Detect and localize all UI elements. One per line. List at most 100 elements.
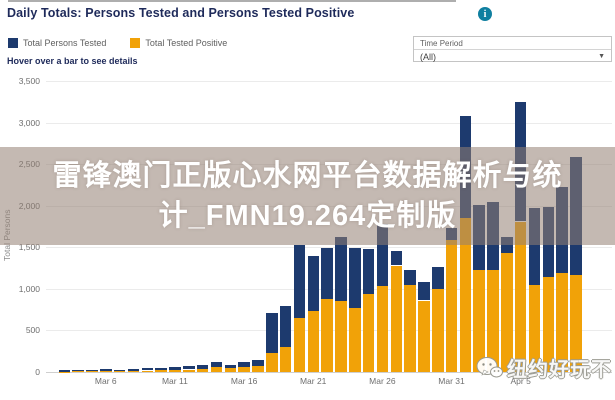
y-axis-tick-500: 500 — [25, 325, 40, 336]
bar-positive-mar-9[interactable] — [141, 370, 153, 372]
bar-tested-mar-27[interactable] — [390, 251, 402, 266]
overlay-banner-line1: 雷锋澳门正版心水网平台数据解析与统 — [52, 160, 563, 192]
bar-positive-mar-29[interactable] — [418, 300, 430, 372]
bar-tested-mar-8[interactable] — [127, 369, 140, 371]
time-period-filter-label: Time Period — [420, 39, 463, 48]
bar-tested-mar-28[interactable] — [404, 269, 416, 285]
legend-swatch-total-tested — [8, 38, 18, 48]
x-axis-tick-apr-5: Apr 5 — [510, 376, 531, 386]
bar-positive-mar-11[interactable] — [169, 369, 181, 372]
bar-positive-mar-23[interactable] — [335, 300, 347, 372]
bar-tested-mar-29[interactable] — [418, 281, 430, 301]
info-icon[interactable]: i — [478, 7, 492, 21]
legend-swatch-tested-positive — [130, 38, 141, 48]
bar-positive-mar-24[interactable] — [349, 308, 361, 372]
watermark: 纽约好玩不 — [476, 353, 612, 382]
bar-tested-mar-16[interactable] — [238, 361, 250, 367]
gridline-0 — [46, 372, 612, 373]
bar-positive-apr-3[interactable] — [487, 269, 499, 372]
bar-tested-mar-3[interactable] — [58, 369, 70, 372]
bar-tested-mar-7[interactable] — [113, 369, 126, 371]
bar-tested-mar-30[interactable] — [432, 266, 444, 289]
bar-positive-apr-6[interactable] — [528, 284, 541, 372]
x-axis-tick-mar-26: Mar 26 — [369, 376, 396, 386]
bar-tested-mar-24[interactable] — [349, 247, 361, 308]
bar-positive-mar-16[interactable] — [238, 367, 250, 372]
y-axis-tick-1500: 1,500 — [18, 242, 40, 253]
bar-tested-mar-22[interactable] — [321, 247, 333, 299]
bar-positive-mar-5[interactable] — [86, 371, 98, 372]
legend: Total Persons Tested Total Tested Positi… — [8, 38, 227, 48]
bar-tested-mar-18[interactable] — [266, 313, 278, 353]
bar-tested-mar-26[interactable] — [376, 224, 389, 286]
bar-positive-mar-8[interactable] — [127, 370, 140, 372]
bar-positive-apr-7[interactable] — [542, 276, 555, 372]
bar-positive-mar-19[interactable] — [279, 347, 292, 372]
bar-positive-mar-21[interactable] — [307, 310, 319, 372]
hover-hint-text: Hover over a bar to see details — [7, 56, 138, 66]
bar-positive-mar-20[interactable] — [293, 318, 306, 372]
bar-positive-apr-1[interactable] — [459, 217, 472, 372]
bar-positive-apr-4[interactable] — [501, 252, 513, 372]
x-axis-tick-mar-16: Mar 16 — [230, 376, 258, 386]
bar-positive-mar-28[interactable] — [404, 284, 416, 372]
bar-positive-mar-14[interactable] — [210, 367, 223, 372]
chevron-down-icon: ▼ — [598, 53, 605, 60]
bar-positive-apr-9[interactable] — [570, 274, 582, 372]
bar-positive-apr-5[interactable] — [514, 221, 527, 372]
overlay-banner: 雷锋澳门正版心水网平台数据解析与统 计_FMN19.264定制版 — [0, 147, 615, 245]
bar-positive-mar-6[interactable] — [100, 371, 112, 372]
bar-positive-mar-15[interactable] — [224, 368, 236, 372]
bar-positive-apr-2[interactable] — [473, 269, 485, 372]
bar-positive-mar-25[interactable] — [362, 293, 375, 372]
bar-tested-mar-15[interactable] — [224, 364, 236, 369]
bar-tested-mar-4[interactable] — [72, 369, 84, 372]
bar-tested-apr-6[interactable] — [528, 207, 541, 285]
bar-positive-mar-27[interactable] — [390, 265, 402, 372]
bar-positive-mar-18[interactable] — [266, 352, 278, 372]
bar-positive-mar-22[interactable] — [321, 298, 333, 372]
y-axis-tick-3500: 3,500 — [18, 76, 40, 86]
x-axis-tick-mar-6: Mar 6 — [94, 376, 117, 386]
bar-positive-mar-30[interactable] — [432, 288, 444, 372]
x-axis-tick-mar-21: Mar 21 — [299, 376, 327, 386]
y-axis-tick-3000: 3,000 — [18, 117, 40, 128]
bar-positive-mar-7[interactable] — [113, 371, 126, 372]
bar-positive-mar-4[interactable] — [72, 371, 84, 372]
bar-tested-mar-9[interactable] — [141, 368, 153, 371]
x-axis-tick-mar-31: Mar 31 — [438, 376, 465, 386]
bar-tested-mar-11[interactable] — [169, 367, 181, 370]
time-period-selected-value: (All) — [420, 51, 436, 62]
time-period-dropdown[interactable]: (All) ▼ — [414, 49, 611, 63]
legend-label-total-tested: Total Persons Tested — [23, 38, 107, 48]
bar-tested-mar-20[interactable] — [293, 244, 306, 318]
bar-positive-mar-26[interactable] — [376, 285, 389, 372]
page-title: Daily Totals: Persons Tested and Persons… — [7, 6, 355, 20]
legend-item-tested-positive: Total Tested Positive — [130, 38, 227, 48]
bar-tested-mar-14[interactable] — [210, 362, 223, 368]
bar-positive-mar-31[interactable] — [445, 239, 458, 372]
bar-tested-mar-17[interactable] — [252, 359, 264, 366]
bar-tested-mar-12[interactable] — [183, 366, 195, 370]
bar-positive-mar-12[interactable] — [183, 369, 195, 372]
bar-tested-mar-6[interactable] — [100, 369, 112, 371]
top-border-strip — [8, 0, 456, 2]
watermark-text: 纽约好玩不 — [507, 359, 612, 381]
bar-positive-mar-10[interactable] — [155, 370, 167, 372]
bar-tested-mar-19[interactable] — [279, 306, 292, 347]
time-period-filter: Time Period (All) ▼ — [413, 36, 612, 62]
wechat-icon — [476, 356, 503, 380]
gridline-3000 — [46, 122, 612, 124]
bar-positive-apr-8[interactable] — [556, 273, 568, 372]
bar-positive-mar-17[interactable] — [252, 365, 264, 372]
gridline-3500 — [46, 81, 612, 82]
bar-tested-mar-13[interactable] — [196, 364, 209, 369]
bar-tested-mar-23[interactable] — [335, 236, 347, 301]
bar-tested-mar-5[interactable] — [86, 369, 98, 372]
bar-tested-mar-10[interactable] — [155, 367, 167, 371]
bar-tested-mar-25[interactable] — [362, 248, 375, 294]
bar-positive-mar-13[interactable] — [196, 368, 209, 372]
legend-item-total-tested: Total Persons Tested — [8, 38, 106, 48]
y-axis-tick-0: 0 — [35, 367, 40, 377]
bar-tested-mar-21[interactable] — [307, 255, 319, 311]
